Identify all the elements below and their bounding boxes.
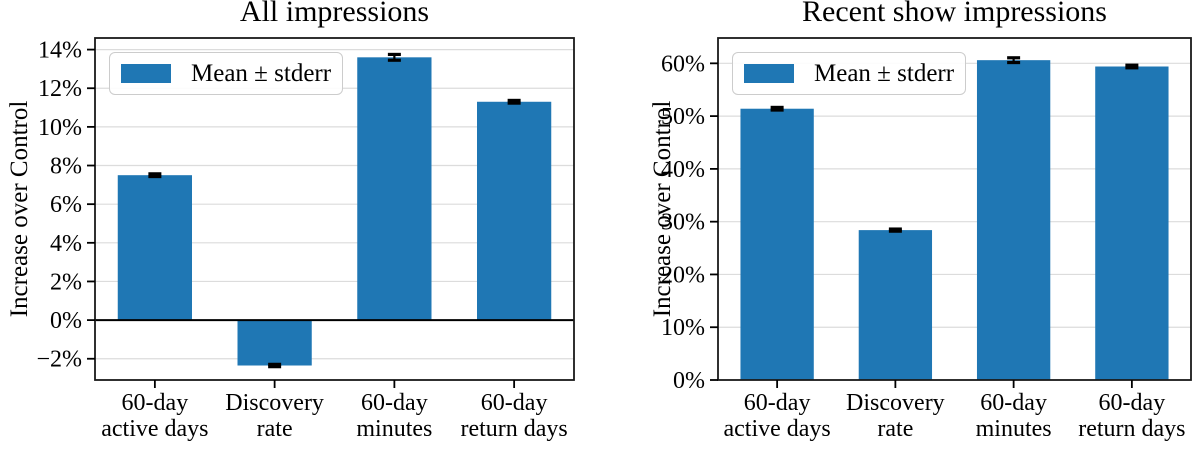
y-tick-label: 6% <box>50 192 82 218</box>
legend-label: Mean ± stderr <box>191 59 332 87</box>
chart-title: Recent show impressions <box>802 0 1107 28</box>
x-tick-label-60-day-return-days: return days <box>1078 416 1185 442</box>
x-tick-label-60-day-active-days: active days <box>723 416 830 442</box>
x-tick-label-60-day-minutes: 60-day <box>361 390 428 416</box>
x-tick-label-60-day-minutes: 60-day <box>980 390 1047 416</box>
y-tick-label: 10% <box>661 315 705 341</box>
axes-frame <box>94 37 575 381</box>
x-tick-label-60-day-active-days: active days <box>101 416 208 442</box>
legend-swatch <box>121 64 171 83</box>
chart-all-impressions: Increase over Control −2% 0% 2% 4% 6% 8% 10% 12… <box>0 0 598 450</box>
y-tick-label: 50% <box>661 104 705 130</box>
y-tick-label: 20% <box>661 262 705 288</box>
plot-area-recent-show-impressions: Increase over Control 0% 10% 20% 30% 40% 50% 6… <box>649 37 1192 442</box>
legend: Mean ± stderr <box>109 52 344 95</box>
x-tick-label-60-day-minutes: minutes <box>356 416 432 442</box>
axes-frame <box>717 37 1192 381</box>
x-tick-label-discovery-rate: Discovery <box>225 390 324 416</box>
y-tick-label: 8% <box>50 154 82 180</box>
y-tick-label: 30% <box>661 210 705 236</box>
y-tick-label: −2% <box>36 347 82 373</box>
chart-title: All impressions <box>239 0 430 28</box>
bar-discovery-rate <box>237 320 312 366</box>
bar-discovery-rate <box>858 230 933 380</box>
x-tick-label-discovery-rate: rate <box>877 416 913 442</box>
legend: Mean ± stderr <box>732 52 967 95</box>
x-tick-label-discovery-rate: Discovery <box>846 390 945 416</box>
plot-area-all-impressions: Increase over Control −2% 0% 2% 4% 6% 8% 10% 12… <box>6 37 575 442</box>
y-axis-label: Increase over Control <box>649 101 676 318</box>
x-tick-label-60-day-active-days: 60-day <box>122 390 189 416</box>
x-tick-label-60-day-minutes: minutes <box>976 416 1052 442</box>
x-tick-label-60-day-return-days: return days <box>460 416 567 442</box>
x-tick-label-discovery-rate: rate <box>257 416 293 442</box>
y-tick-label: 14% <box>38 38 82 64</box>
y-tick-label: 12% <box>38 76 82 102</box>
bar-60-day-return-days <box>1095 66 1169 380</box>
x-tick-label-60-day-return-days: 60-day <box>481 390 548 416</box>
y-tick-label: 40% <box>661 157 705 183</box>
x-tick-label-60-day-return-days: 60-day <box>1099 390 1166 416</box>
y-tick-label: 0% <box>50 308 82 334</box>
chart-recent-show-impressions: Increase over Control 0% 10% 20% 30% 40% 50% 6… <box>598 0 1197 450</box>
bar-60-day-active-days <box>740 108 814 380</box>
bar-60-day-active-days <box>117 175 192 321</box>
y-tick-label: 4% <box>50 231 82 257</box>
y-tick-label: 2% <box>50 269 82 295</box>
y-tick-label: 0% <box>673 368 705 394</box>
legend-swatch <box>744 64 794 83</box>
legend-label: Mean ± stderr <box>814 59 955 87</box>
bar-60-day-minutes <box>357 57 432 321</box>
y-tick-label: 10% <box>38 115 82 141</box>
y-axis-label: Increase over Control <box>6 101 33 318</box>
bar-60-day-return-days <box>477 101 552 321</box>
y-tick-label: 60% <box>661 51 705 77</box>
bar-60-day-minutes <box>976 60 1051 381</box>
x-tick-label-60-day-active-days: 60-day <box>744 390 811 416</box>
